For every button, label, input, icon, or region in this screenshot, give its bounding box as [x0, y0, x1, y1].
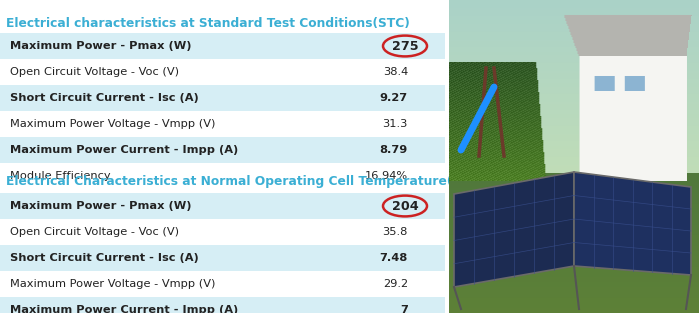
Text: Maximum Power - Pmax (W): Maximum Power - Pmax (W)	[10, 41, 192, 51]
Text: Maximum Power - Pmax (W): Maximum Power - Pmax (W)	[10, 201, 192, 211]
Text: 29.2: 29.2	[383, 279, 408, 289]
Text: 38.4: 38.4	[383, 67, 408, 77]
Bar	[0, 271, 445, 297]
Polygon shape	[574, 172, 691, 275]
Bar	[0, 111, 445, 137]
Text: Open Circuit Voltage - Voc (V): Open Circuit Voltage - Voc (V)	[10, 67, 179, 77]
Text: 9.27: 9.27	[380, 93, 408, 103]
Text: 16.94%: 16.94%	[365, 171, 408, 181]
Text: 275: 275	[391, 39, 418, 53]
Text: Maximum Power Current - Impp (A): Maximum Power Current - Impp (A)	[10, 145, 238, 155]
Text: Maximum Power Voltage - Vmpp (V): Maximum Power Voltage - Vmpp (V)	[10, 119, 215, 129]
Text: Electrical characteristics at Standard Test Conditions(STC): Electrical characteristics at Standard T…	[6, 17, 410, 29]
Bar	[0, 137, 445, 163]
Text: 35.8: 35.8	[382, 227, 408, 237]
Text: Module Efficiency: Module Efficiency	[10, 171, 110, 181]
Text: Open Circuit Voltage - Voc (V): Open Circuit Voltage - Voc (V)	[10, 227, 179, 237]
Text: Maximum Power Current - Impp (A): Maximum Power Current - Impp (A)	[10, 305, 238, 313]
Text: Maximum Power Voltage - Vmpp (V): Maximum Power Voltage - Vmpp (V)	[10, 279, 215, 289]
Bar	[0, 33, 445, 59]
Text: Electrical Characteristics at Normal Operating Cell Temperature(NOCT): Electrical Characteristics at Normal Ope…	[6, 175, 496, 187]
Text: 7.48: 7.48	[380, 253, 408, 263]
Bar	[0, 163, 445, 189]
Polygon shape	[454, 172, 574, 287]
Bar	[0, 59, 445, 85]
Text: Short Circuit Current - Isc (A): Short Circuit Current - Isc (A)	[10, 93, 199, 103]
Text: 204: 204	[391, 199, 419, 213]
Text: 7: 7	[400, 305, 408, 313]
Text: 31.3: 31.3	[382, 119, 408, 129]
Bar	[0, 219, 445, 245]
Bar	[0, 85, 445, 111]
Text: 8.79: 8.79	[380, 145, 408, 155]
Bar	[0, 245, 445, 271]
Text: Short Circuit Current - Isc (A): Short Circuit Current - Isc (A)	[10, 253, 199, 263]
Bar	[0, 297, 445, 313]
Bar	[0, 193, 445, 219]
